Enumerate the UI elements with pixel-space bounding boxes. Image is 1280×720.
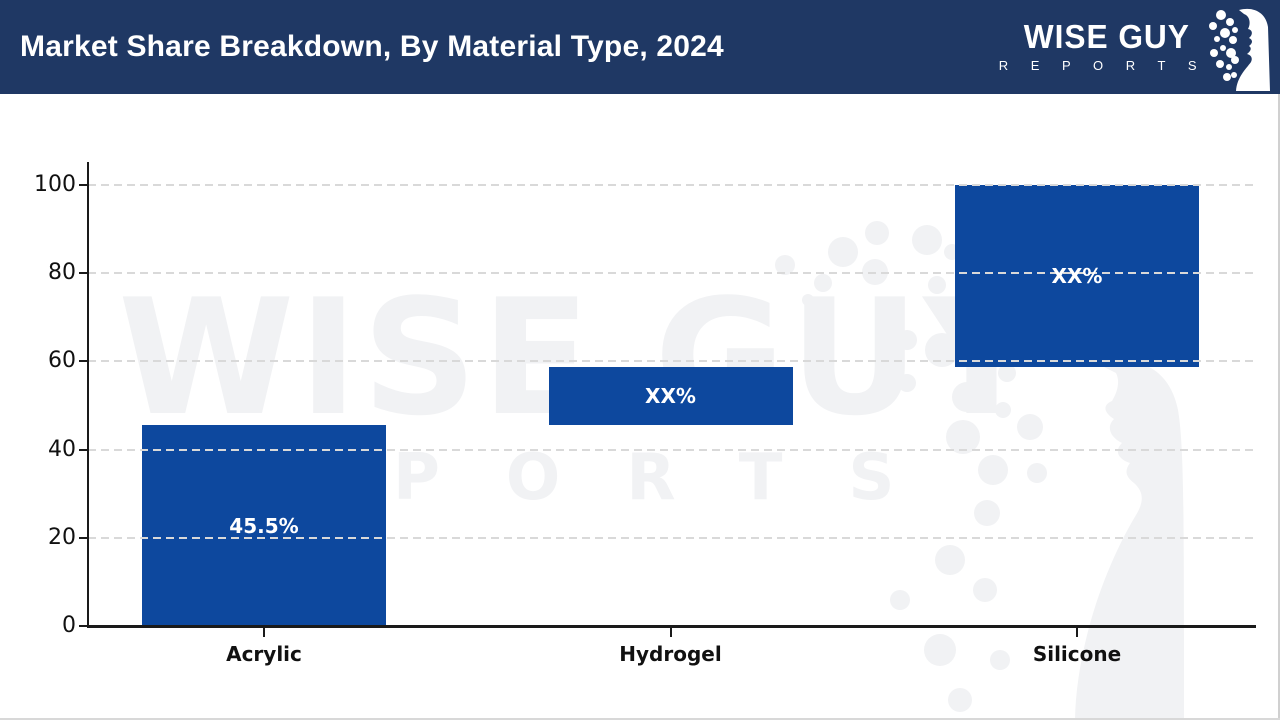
x-category-label-hydrogel: Hydrogel <box>619 642 722 666</box>
y-tick-label: 100 <box>34 172 76 197</box>
x-category-label-acrylic: Acrylic <box>226 642 302 666</box>
x-category-label-silicone: Silicone <box>1032 642 1122 666</box>
y-tick-label: 40 <box>48 436 76 462</box>
x-tick-acrylic <box>263 628 265 637</box>
y-tick-label: 80 <box>48 260 76 286</box>
page-title: Market Share Breakdown, By Material Type… <box>20 30 724 63</box>
y-tick-label: 20 <box>48 524 76 550</box>
header-bar: Market Share Breakdown, By Material Type… <box>0 0 1280 94</box>
right-border-line <box>1278 94 1280 718</box>
bottom-border-line <box>0 718 1280 720</box>
y-tick-80 <box>79 272 88 275</box>
gridline-80 <box>88 272 1255 275</box>
logo-wordmark: WISE GUY <box>1023 18 1190 55</box>
wise-guy-reports-logo: WISE GUY R E P O R T S <box>999 0 1270 94</box>
bar-hydrogel <box>548 367 793 426</box>
gridline-40 <box>88 448 1255 451</box>
bar-value-label-acrylic: 45.5% <box>229 513 299 538</box>
logo-head-icon <box>1209 8 1270 91</box>
y-tick-40 <box>79 448 88 451</box>
chart-area: WISE GUY REPORTS 0 20 40 60 80 100 45.5% XX% XX%… <box>0 94 1280 720</box>
bar-value-label-silicone: XX% <box>1051 264 1103 289</box>
y-tick-100 <box>79 184 88 186</box>
y-tick-20 <box>79 536 88 539</box>
logo-subtitle: R E P O R T S <box>998 58 1206 73</box>
y-tick-0 <box>79 625 88 627</box>
y-axis-line <box>87 162 89 628</box>
x-tick-silicone <box>1076 628 1078 637</box>
x-axis-line <box>87 625 1256 628</box>
logo-text: WISE GUY R E P O R T S <box>999 18 1206 73</box>
bar-silicone <box>955 185 1199 368</box>
gridline-60 <box>88 360 1255 363</box>
x-tick-hydrogel <box>669 628 672 637</box>
y-tick-60 <box>79 360 88 363</box>
y-tick-label: 0 <box>62 613 76 638</box>
bar-acrylic <box>142 425 386 626</box>
gridline-100 <box>88 184 1255 186</box>
bar-value-label-hydrogel: XX% <box>645 384 696 409</box>
watermark-head-graphic <box>775 221 1184 720</box>
y-tick-label: 60 <box>48 348 76 374</box>
gridline-20 <box>88 536 1255 539</box>
